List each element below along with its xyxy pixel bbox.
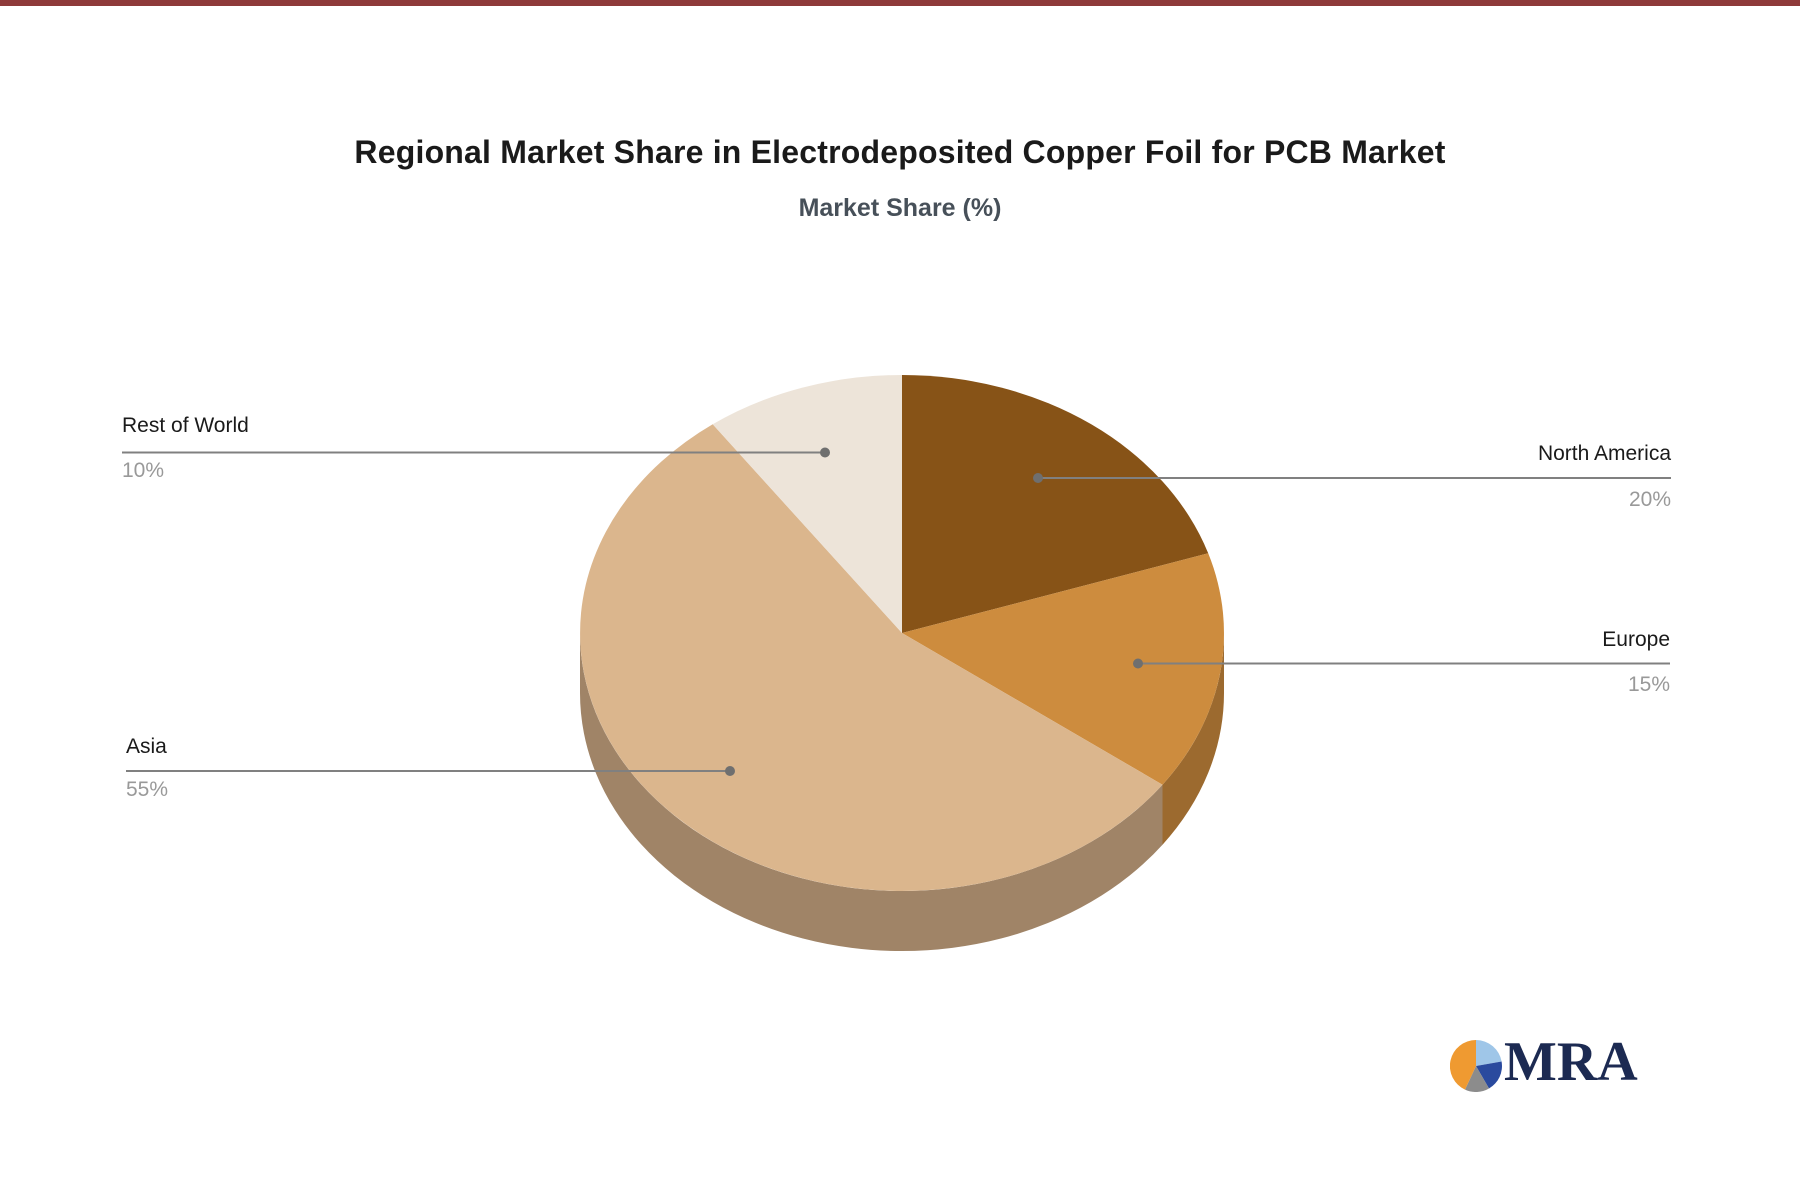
callout-pct-europe: 15% xyxy=(1627,673,1670,696)
pie-slice-north-america[interactable] xyxy=(902,375,1209,633)
callout-pct-rest-of-world: 10% xyxy=(122,459,165,482)
callout-label-europe: Europe xyxy=(1602,628,1670,651)
callout-label-rest-of-world: Rest of World xyxy=(122,414,249,437)
pie-slice-rest-of-world[interactable] xyxy=(712,375,902,633)
callout-dot-north-america xyxy=(1033,473,1043,483)
logo-slice-gray xyxy=(1465,1066,1489,1092)
pie-chart-logo-icon xyxy=(1450,1040,1502,1092)
callout-dot-europe xyxy=(1133,658,1143,669)
pie-slice-asia[interactable] xyxy=(580,424,1163,891)
logo-slice-orange xyxy=(1450,1040,1476,1090)
brand-logo: MRA xyxy=(1450,1031,1670,1098)
pie-side-europe xyxy=(1162,633,1225,845)
callout-label-asia: Asia xyxy=(126,735,167,758)
chart-title: Regional Market Share in Electrodeposite… xyxy=(354,134,1446,170)
chart-subtitle: Market Share (%) xyxy=(798,194,1002,222)
logo-slice-lightblue xyxy=(1476,1040,1502,1066)
callout-label-north-america: North America xyxy=(1537,442,1671,465)
callout-pct-asia: 55% xyxy=(126,778,169,801)
callout-dot-asia xyxy=(725,766,735,776)
pie-slice-europe[interactable] xyxy=(902,553,1224,785)
callout-pct-north-america: 20% xyxy=(1628,488,1671,511)
brand-logo-text: MRA xyxy=(1504,1031,1638,1093)
callout-dot-rest-of-world xyxy=(820,447,830,458)
pie-side-asia xyxy=(580,633,1163,952)
top-border-bar xyxy=(0,0,1800,6)
logo-slice-navy xyxy=(1476,1061,1502,1089)
